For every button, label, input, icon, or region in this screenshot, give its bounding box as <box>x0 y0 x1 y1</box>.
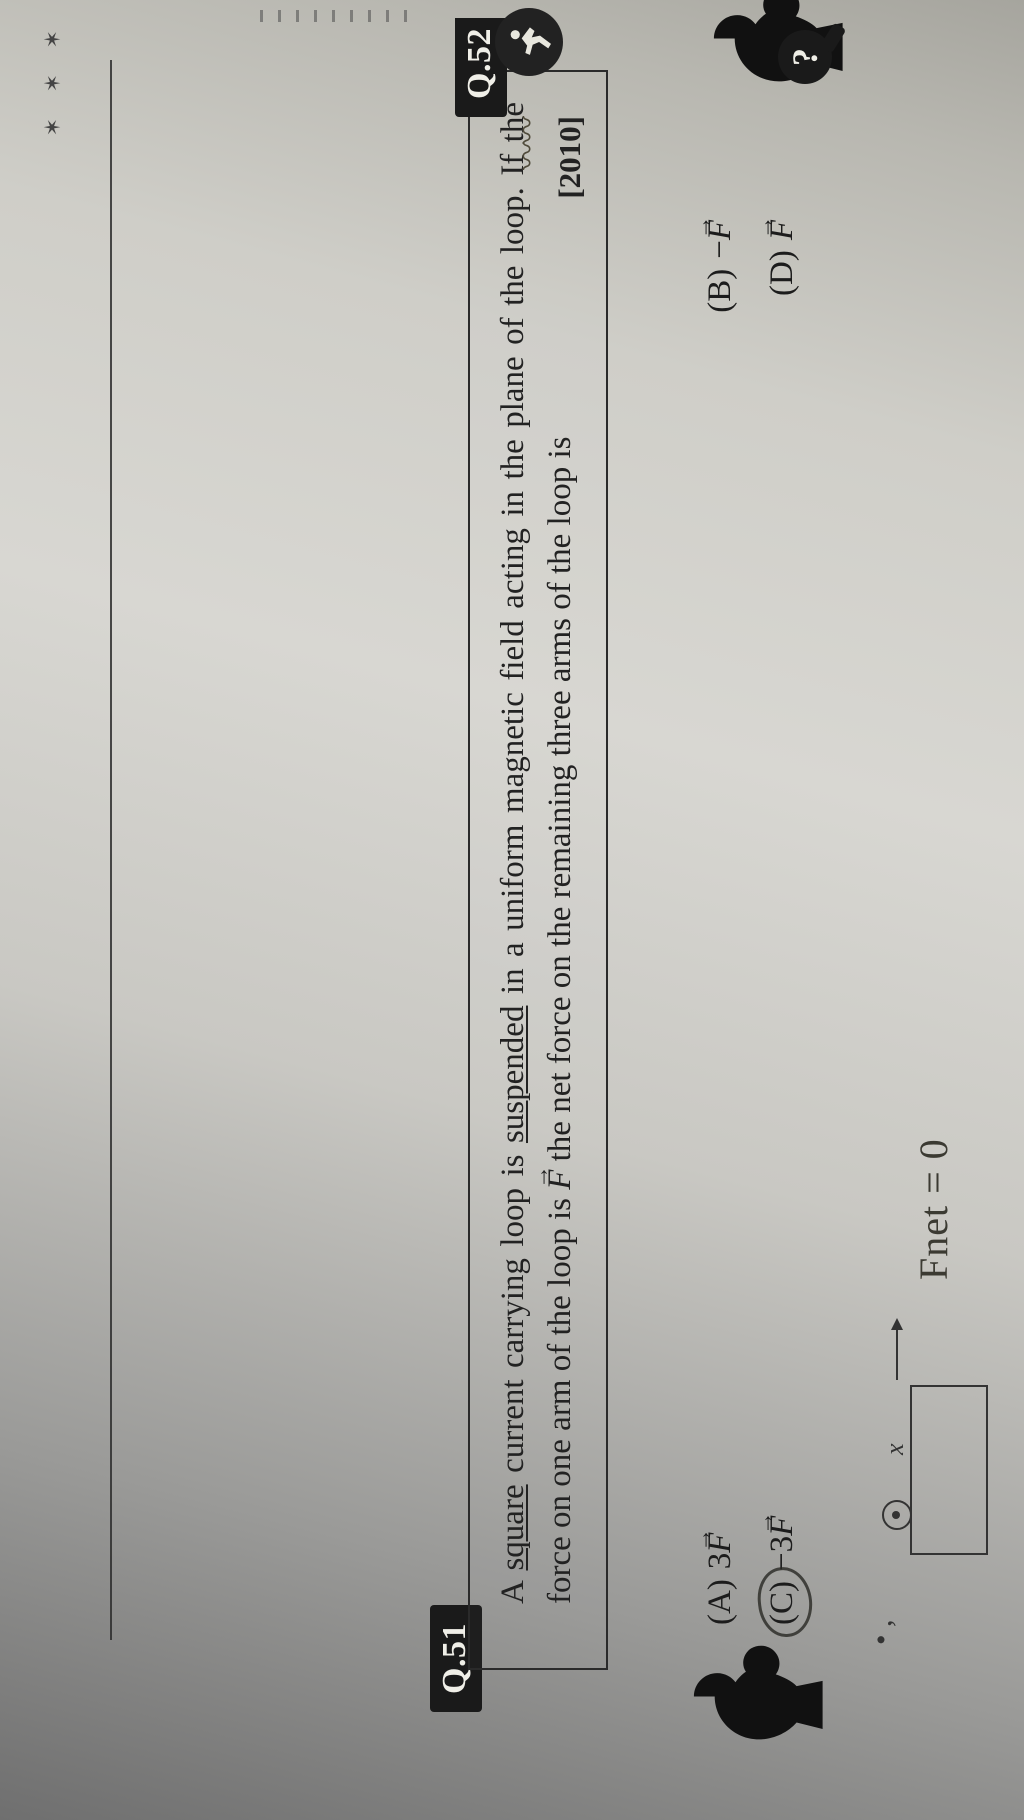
q51-text-p4: the net force on the remaining three arm… <box>542 437 578 1170</box>
question-51-box: A square current carrying loop is suspen… <box>468 70 608 1670</box>
option-b-value: −F <box>702 220 739 259</box>
options-row-1: (A) 3F (B) −F <box>702 220 739 1625</box>
q51-text-p1: A <box>495 1571 531 1604</box>
q51-underline-square: square <box>495 1484 531 1570</box>
star-marks: ✶ ✶ ✶ <box>40 20 66 136</box>
option-d[interactable]: (D) F <box>764 220 801 296</box>
thinker-silhouette-icon <box>680 1638 830 1768</box>
q51-underline-suspended: suspended <box>495 1006 531 1143</box>
diagram-x-label: x <box>880 1443 910 1455</box>
option-a-label: (A) <box>702 1579 739 1625</box>
handwritten-wave-mark: 〰〰 <box>506 118 546 170</box>
vector-F: F <box>537 1170 584 1190</box>
options-row-2: (C) −3F (D) F <box>764 220 801 1625</box>
option-d-label: (D) <box>764 250 801 296</box>
diagram-arrow-icon <box>896 1320 898 1380</box>
handwritten-fnet: Fnet = 0 <box>910 1138 957 1280</box>
q51-text-p2: current carrying loop is <box>495 1143 531 1484</box>
option-c-value: −3F <box>764 1516 801 1571</box>
option-a[interactable]: (A) 3F <box>702 1533 739 1625</box>
question-51-text: A square current carrying loop is suspen… <box>490 102 584 1604</box>
option-c-label: (C) <box>764 1581 801 1625</box>
option-b-label: (B) <box>702 269 739 313</box>
page-rotated: ✶ ✶ ✶ Q.51 A square current carrying loo… <box>0 0 1024 1820</box>
option-a-value: 3F <box>702 1533 739 1570</box>
diagram-circle-dot <box>892 1511 900 1519</box>
bottom-diagram: x <box>870 1325 1000 1585</box>
option-d-value: F <box>764 220 801 240</box>
year-tag: [2010] <box>552 116 588 199</box>
option-b[interactable]: (B) −F <box>702 220 739 313</box>
binding-grip-lines <box>260 10 420 22</box>
horizontal-rule <box>110 60 112 1640</box>
diagram-rectangle <box>910 1385 988 1555</box>
dash-mark: • , <box>865 1619 899 1645</box>
running-person-icon <box>495 8 563 76</box>
option-c[interactable]: (C) −3F <box>764 1516 801 1625</box>
worksheet-sheet: ✶ ✶ ✶ Q.51 A square current carrying loo… <box>0 0 1024 1820</box>
